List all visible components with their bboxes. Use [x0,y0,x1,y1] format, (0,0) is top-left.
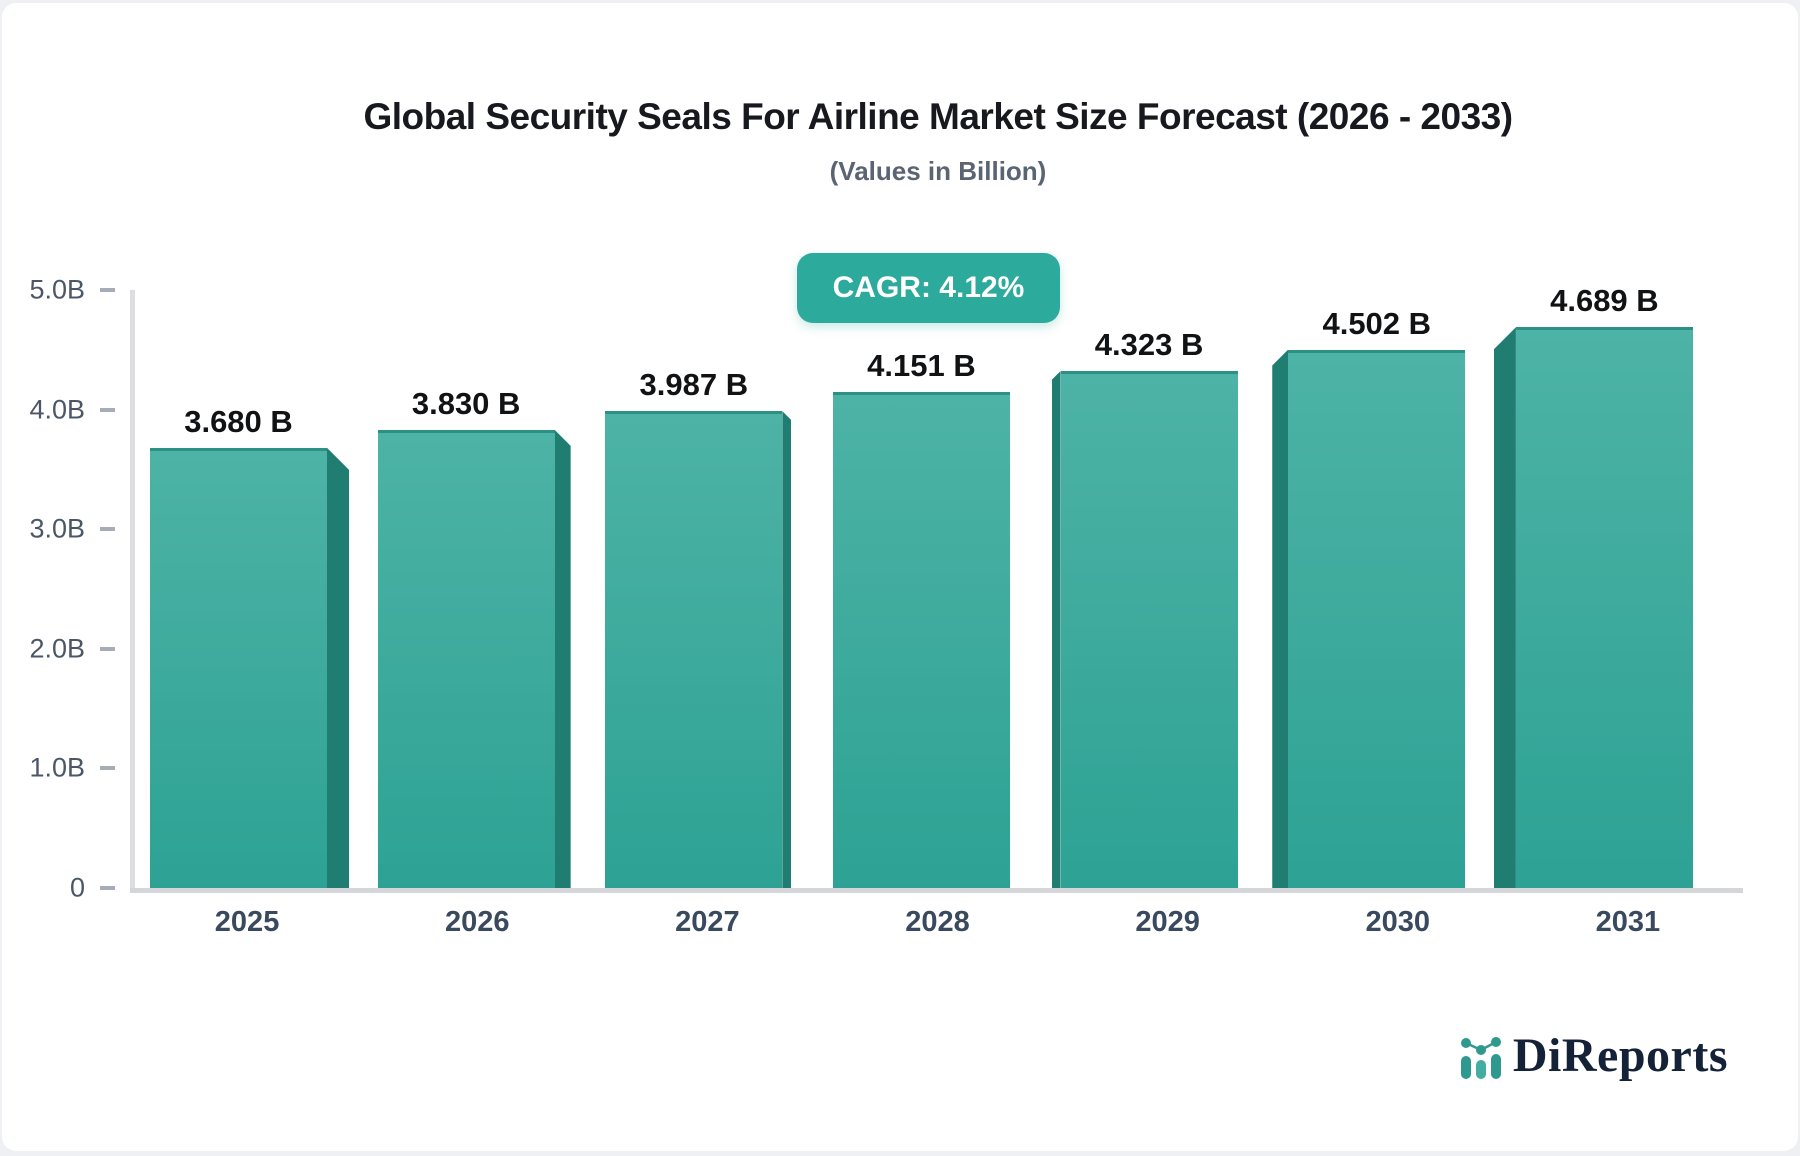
y-axis-tick-mark [100,288,115,292]
x-axis-year-label: 2030 [1365,906,1431,938]
bar-value-label: 4.502 B [1322,305,1432,341]
y-axis-tick-mark [100,766,115,771]
bar [150,447,327,888]
direports-logo: DiReports [1459,1028,1728,1083]
bar [832,391,1010,888]
mini-bar-chart-icon [1460,1036,1501,1079]
y-axis-tick-mark [100,527,115,532]
bar [1515,327,1693,888]
y-axis-tick-label: 5.0B [29,274,85,305]
bar-value-label: 4.323 B [1094,326,1204,362]
y-axis-tick-label: 0 [69,872,85,903]
bar-value-label: 4.689 B [1550,283,1659,319]
bar-3d-side [1493,327,1516,888]
chart-subtitle: (Values in Billion) [829,156,1047,186]
y-axis-tick-mark [100,646,115,651]
y-axis-tick-mark [100,407,115,412]
y-axis-tick-label: 4.0B [29,394,85,425]
x-axis-year-label: 2026 [444,906,510,938]
bar [605,411,783,888]
bar-value-label: 3.987 B [639,367,749,403]
x-axis-baseline [130,888,1743,893]
bar-3d-side [327,447,349,888]
bar-value-label: 3.680 B [184,403,293,439]
bar-3d-side [554,429,571,888]
y-axis-line [130,290,135,893]
y-axis-tick-label: 2.0B [29,633,85,664]
y-axis-tick-label: 1.0B [29,752,85,783]
bar-3d-side [1272,349,1289,888]
logo-text: DiReports [1512,1029,1728,1082]
bar-value-label: 3.830 B [411,385,521,421]
x-axis-year-label: 2025 [214,906,280,938]
cagr-badge: CAGR: 4.12% [797,253,1060,323]
x-axis-year-label: 2031 [1595,906,1661,938]
bar [377,429,555,888]
bar [1060,370,1238,888]
x-axis-year-label: 2029 [1135,906,1200,938]
bar-value-label: 4.151 B [867,347,976,383]
bar-3d-side [782,411,792,888]
bar [1288,349,1466,888]
chart-header: Global Security Seals For Airline Market… [76,96,1800,187]
x-axis-year-label: 2027 [675,906,740,938]
x-axis-year-label: 2028 [905,906,970,938]
y-axis-tick-mark [100,886,115,890]
y-axis-tick-label: 3.0B [29,513,85,544]
bar-3d-side [1051,370,1061,888]
chart-title: Global Security Seals For Airline Market… [363,96,1513,137]
